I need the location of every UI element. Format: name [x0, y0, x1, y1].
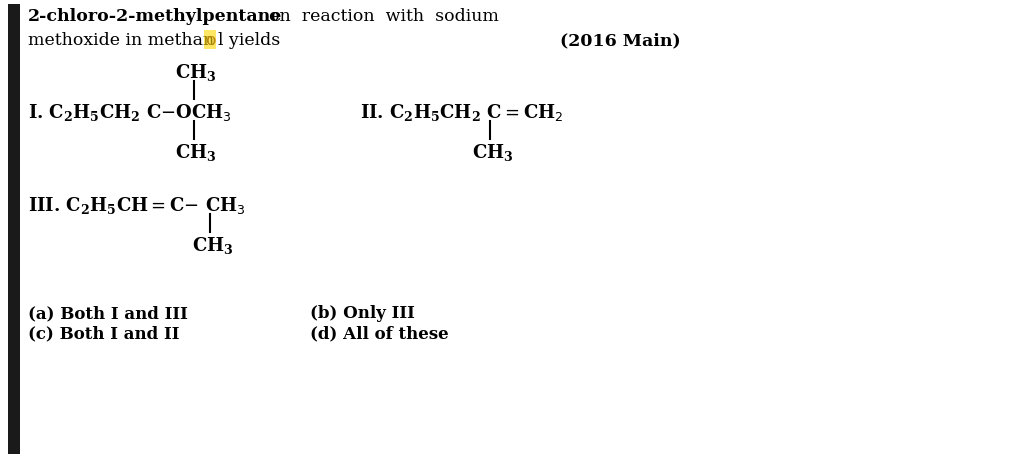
- Text: $\mathregular{CH_3}$: $\mathregular{CH_3}$: [175, 142, 216, 162]
- Text: $\mathregular{CH_3}$: $\mathregular{CH_3}$: [175, 62, 216, 83]
- Text: I. $\mathregular{C_2H_5CH_2}$ C$-$OCH$_3$: I. $\mathregular{C_2H_5CH_2}$ C$-$OCH$_3…: [28, 102, 231, 123]
- Text: on  reaction  with  sodium: on reaction with sodium: [258, 8, 499, 25]
- Text: (d) All of these: (d) All of these: [310, 325, 449, 341]
- Text: 2-chloro-2-methylpentane: 2-chloro-2-methylpentane: [28, 8, 283, 25]
- Text: $\mathregular{CH_3}$: $\mathregular{CH_3}$: [472, 142, 513, 162]
- Text: (b) Only III: (b) Only III: [310, 304, 415, 321]
- Text: $\mathregular{CH_3}$: $\mathregular{CH_3}$: [193, 235, 233, 256]
- Text: (c) Both I and II: (c) Both I and II: [28, 325, 179, 341]
- Text: l yields: l yields: [218, 32, 281, 49]
- Text: methoxide in methan: methoxide in methan: [28, 32, 214, 49]
- Text: (a) Both I and III: (a) Both I and III: [28, 304, 187, 321]
- Text: II. $\mathregular{C_2H_5CH_2}$ C$=$CH$_2$: II. $\mathregular{C_2H_5CH_2}$ C$=$CH$_2…: [360, 102, 563, 123]
- Text: III. $\mathregular{C_2H_5}$CH$=$C$-$ CH$_3$: III. $\mathregular{C_2H_5}$CH$=$C$-$ CH$…: [28, 195, 246, 216]
- Text: o: o: [205, 32, 215, 49]
- Text: (2016 Main): (2016 Main): [560, 32, 681, 49]
- FancyBboxPatch shape: [8, 5, 20, 454]
